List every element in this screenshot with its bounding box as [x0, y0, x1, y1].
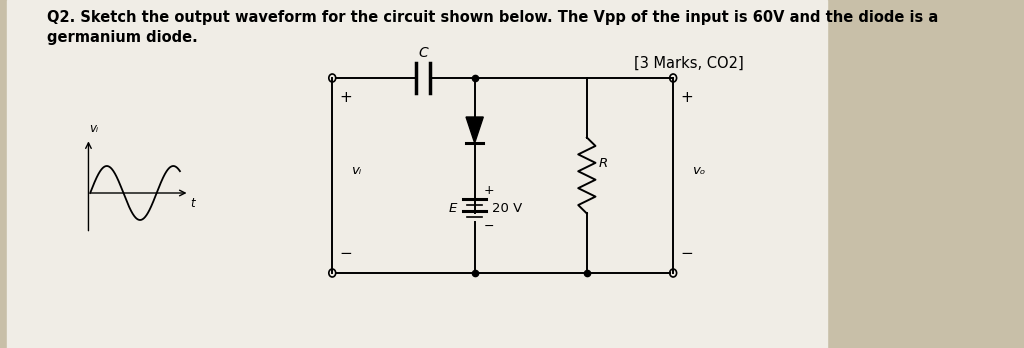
Text: 20 V: 20 V: [492, 201, 522, 214]
Text: −: −: [483, 220, 494, 232]
Text: R: R: [599, 157, 608, 170]
Text: +: +: [680, 90, 693, 105]
Text: t: t: [190, 197, 195, 210]
Text: germanium diode.: germanium diode.: [47, 30, 199, 45]
Text: vᵢ: vᵢ: [351, 164, 361, 177]
Text: −: −: [339, 246, 352, 261]
Text: vᵢ: vᵢ: [89, 122, 98, 135]
Text: vₒ: vₒ: [692, 164, 706, 177]
Text: −: −: [680, 246, 693, 261]
Text: C: C: [418, 46, 428, 60]
Text: Q2. Sketch the output waveform for the circuit shown below. The Vpp of the input: Q2. Sketch the output waveform for the c…: [47, 10, 939, 25]
Text: [3 Marks, CO2]: [3 Marks, CO2]: [634, 56, 744, 71]
Text: +: +: [339, 90, 352, 105]
Polygon shape: [466, 117, 483, 143]
Text: E: E: [449, 201, 458, 214]
Text: +: +: [483, 183, 494, 197]
